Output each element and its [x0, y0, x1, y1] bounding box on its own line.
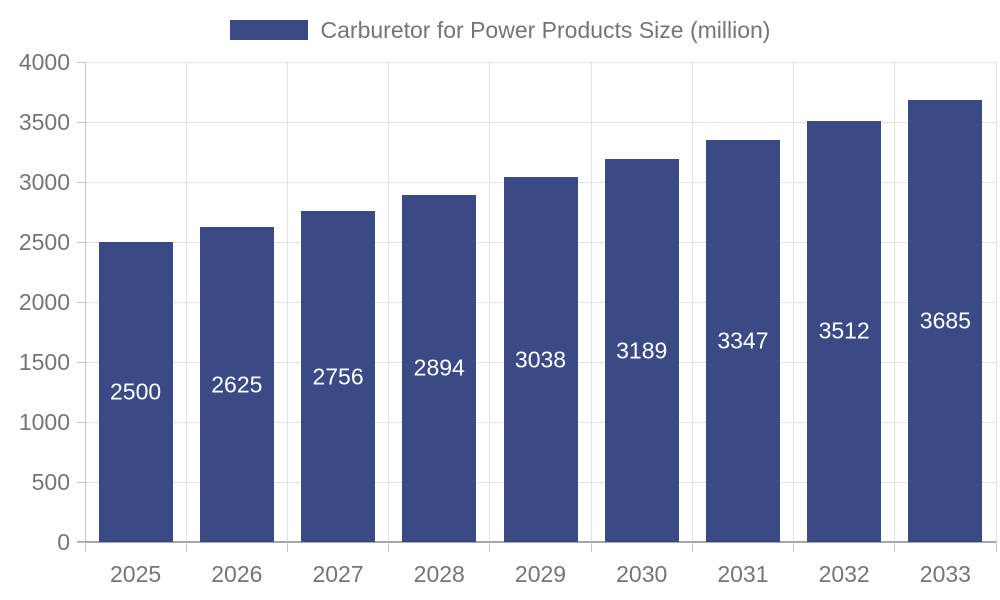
gridline-vertical	[793, 62, 795, 542]
bar: 2625	[199, 227, 274, 542]
y-axis-tick-label: 3500	[18, 108, 70, 135]
x-axis-tick-label: 2032	[818, 561, 870, 587]
gridline-horizontal	[85, 61, 996, 63]
x-axis-tick-label: 2031	[717, 561, 769, 587]
x-axis-tick	[894, 542, 896, 552]
gridline-vertical	[388, 62, 390, 542]
y-axis-line	[85, 62, 86, 552]
bar: 2894	[402, 194, 477, 542]
x-axis-tick-label: 2027	[312, 561, 364, 587]
bar-value-label: 2625	[211, 371, 263, 397]
bar-value-label: 2500	[110, 378, 162, 405]
x-axis-tick	[489, 542, 491, 552]
gridline-vertical	[995, 62, 997, 542]
x-axis-tick-label: 2028	[413, 561, 465, 587]
x-axis-tick	[590, 542, 592, 552]
bar-value-label: 3189	[616, 337, 668, 364]
y-axis-tick	[77, 361, 85, 363]
y-axis-tick-label: 4000	[18, 48, 70, 75]
bar-value-label: 2894	[413, 354, 465, 381]
x-axis-tick	[691, 542, 693, 552]
bar: 3685	[908, 99, 983, 542]
plot-area: 2500 2625 2756 2894 3038 3189 3347 3512 3685	[77, 61, 997, 552]
y-axis-tick-label: 2500	[18, 228, 70, 255]
x-axis-tick	[793, 542, 795, 552]
bar-value-label: 3685	[919, 307, 971, 334]
legend-swatch[interactable]	[229, 20, 308, 40]
gridline-horizontal	[85, 121, 996, 123]
y-axis-tick-label: 1000	[18, 408, 70, 435]
legend-label[interactable]: Carburetor for Power Products Size (mill…	[320, 17, 771, 43]
bar-value-label: 2756	[312, 363, 364, 390]
gridline-vertical	[590, 62, 592, 542]
y-axis-tick	[77, 241, 85, 243]
y-axis-tick	[77, 121, 85, 123]
x-axis-tick	[388, 542, 390, 552]
bar-value-label: 3347	[717, 327, 769, 354]
y-axis-tick-label: 3000	[18, 168, 70, 195]
bar-value-label: 3512	[818, 317, 870, 344]
bar: 3512	[807, 120, 882, 542]
bar: 2756	[301, 211, 376, 542]
y-axis-tick	[77, 421, 85, 423]
y-axis-tick-label: 0	[57, 528, 70, 555]
legend[interactable]: Carburetor for Power Products Size (mill…	[0, 16, 1000, 44]
y-axis-tick	[77, 301, 85, 303]
x-axis-tick-label: 2029	[514, 561, 567, 587]
bar-value-label: 3038	[514, 346, 567, 373]
gridline-vertical	[286, 62, 288, 542]
y-axis-tick	[77, 481, 85, 483]
x-axis-tick-label: 2026	[211, 561, 263, 587]
bar: 3189	[604, 159, 679, 542]
y-axis-tick-label: 2000	[18, 288, 70, 315]
bar: 2500	[98, 242, 173, 542]
y-axis-tick-label: 500	[31, 468, 70, 495]
x-axis-tick-label: 2025	[110, 561, 162, 587]
bar: 3347	[705, 140, 780, 542]
gridline-vertical	[691, 62, 693, 542]
x-axis-tick-label: 2033	[919, 561, 971, 587]
bar: 3038	[503, 177, 578, 542]
x-axis-line	[77, 541, 996, 543]
y-axis-tick-label: 1500	[18, 348, 70, 375]
y-axis-tick	[77, 181, 85, 183]
gridline-vertical	[185, 62, 187, 542]
y-axis-tick	[77, 541, 85, 543]
x-axis-tick-label: 2030	[616, 561, 668, 587]
x-axis-tick	[995, 542, 997, 552]
x-axis-tick	[185, 542, 187, 552]
gridline-vertical	[894, 62, 896, 542]
y-axis-tick	[77, 61, 85, 63]
gridline-vertical	[489, 62, 491, 542]
x-axis-tick	[286, 542, 288, 552]
